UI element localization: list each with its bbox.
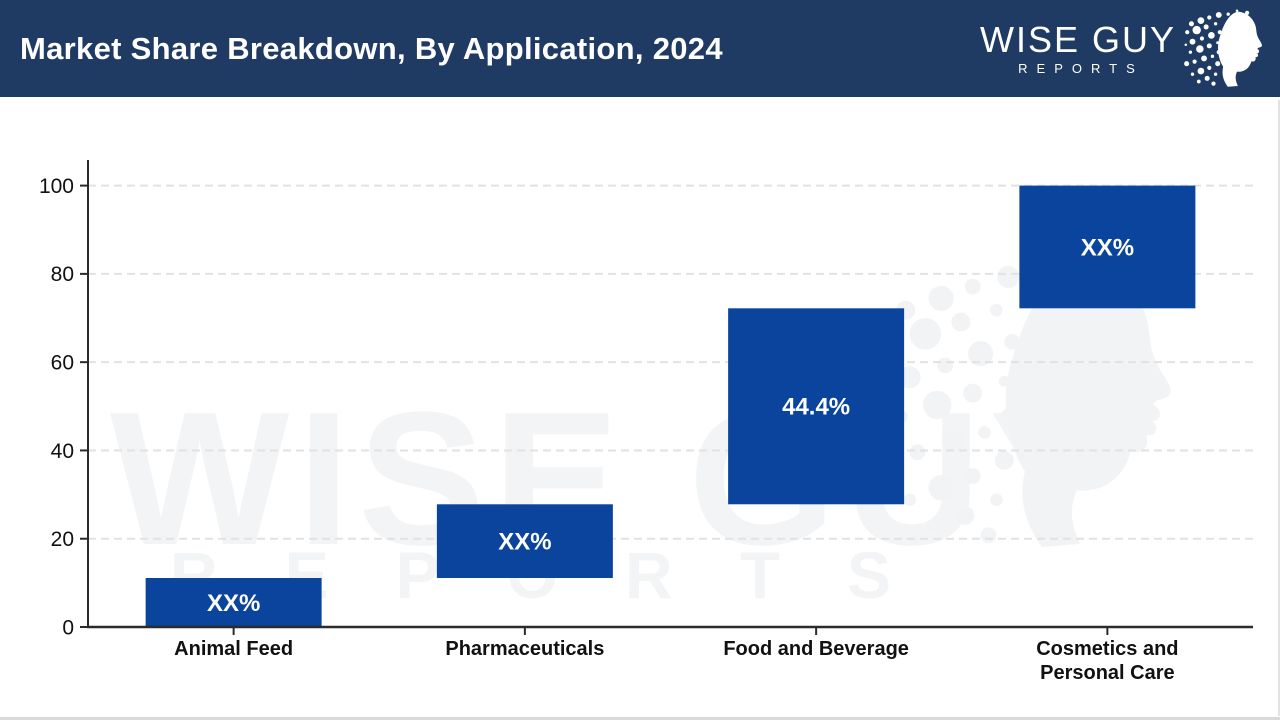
bar-segment	[1019, 185, 1196, 309]
x-category-label: Personal Care	[1040, 662, 1175, 684]
bar-value-label: XX%	[498, 529, 551, 556]
bar-segment	[145, 578, 322, 627]
y-tick-label: 80	[51, 263, 74, 286]
y-tick-label: 60	[51, 352, 74, 375]
logo-wordmark: WISE GUY	[979, 19, 1176, 60]
logo-subtitle: REPORTS	[1018, 61, 1144, 76]
x-category-label: Animal Feed	[174, 638, 293, 660]
header-bar: Market Share Breakdown, By Application, …	[0, 0, 1280, 97]
bar-chart-plot: XX% XX% 44.4% XX% 0 20 40 60 80 100 Animal Feed Pha…	[39, 160, 1253, 684]
face-dots-icon	[1184, 9, 1262, 87]
x-category-label: Cosmetics and	[1036, 638, 1178, 660]
y-tick-label: 0	[62, 616, 74, 639]
y-tick-label: 100	[39, 175, 74, 198]
bar-value-label: XX%	[1081, 234, 1134, 261]
wiseguy-logo: WISE GUY REPORTS	[980, 9, 1266, 89]
y-tick-label: 40	[51, 440, 74, 463]
chart-region: WISE GUY REPORTS XX%XX%44.4%XX%020406080…	[0, 97, 1280, 720]
logo-text: WISE GUY REPORTS	[979, 19, 1176, 77]
bar-value-label: XX%	[207, 590, 260, 617]
bar-value-label: 44.4%	[782, 394, 850, 421]
chart-title: Market Share Breakdown, By Application, …	[20, 30, 723, 66]
x-category-label: Pharmaceuticals	[445, 638, 604, 660]
bottom-frame-line	[0, 717, 1280, 720]
bar-segment	[728, 308, 905, 505]
bar-segment	[436, 504, 613, 579]
y-tick-label: 20	[51, 528, 74, 551]
x-category-label: Food and Beverage	[723, 638, 909, 660]
right-frame-line	[1278, 100, 1280, 716]
